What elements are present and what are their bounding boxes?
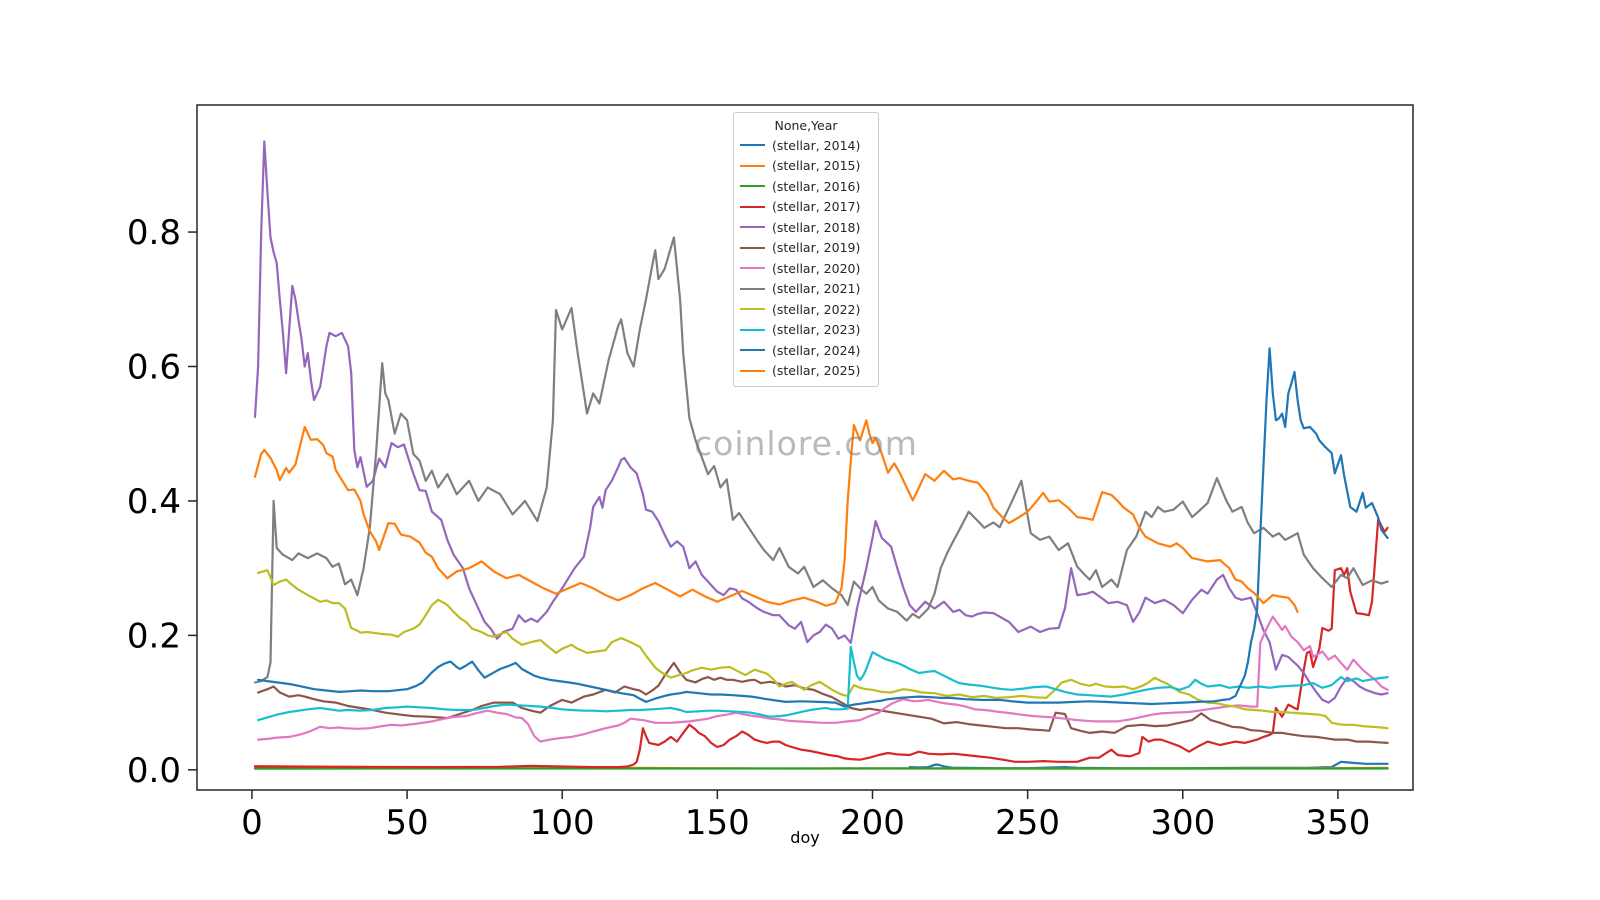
series-line-2025 bbox=[253, 419, 1299, 614]
legend-item-label: (stellar, 2019) bbox=[772, 240, 861, 256]
legend-item: (stellar, 2014) bbox=[740, 135, 872, 156]
legend-item: (stellar, 2020) bbox=[740, 258, 872, 279]
watermark: coinlore.com bbox=[694, 424, 918, 463]
legend-swatch-line bbox=[740, 308, 765, 311]
y-tick-label: 0.8 bbox=[127, 213, 181, 253]
legend-item: (stellar, 2015) bbox=[740, 156, 872, 177]
x-tick-label: 200 bbox=[840, 803, 905, 843]
series-line-2020 bbox=[257, 615, 1389, 743]
y-tick-label: 0.6 bbox=[127, 347, 181, 387]
legend-item-label: (stellar, 2022) bbox=[772, 301, 861, 317]
legend-swatch-line bbox=[740, 267, 765, 270]
legend-item-label: (stellar, 2015) bbox=[772, 158, 861, 174]
series-group bbox=[253, 140, 1389, 770]
y-tick-label: 0.2 bbox=[127, 616, 181, 656]
legend-item: (stellar, 2022) bbox=[740, 299, 872, 320]
legend-swatch-line bbox=[740, 349, 765, 352]
legend-item: (stellar, 2016) bbox=[740, 176, 872, 197]
legend-swatch-line bbox=[740, 287, 765, 290]
x-tick-label: 50 bbox=[385, 803, 428, 843]
series-line-2019 bbox=[257, 661, 1389, 745]
x-axis-label: doy bbox=[790, 828, 819, 847]
legend-item-label: (stellar, 2014) bbox=[772, 137, 861, 153]
legend-item: (stellar, 2018) bbox=[740, 217, 872, 238]
x-tick-label: 250 bbox=[995, 803, 1060, 843]
legend-swatch-line bbox=[740, 164, 765, 167]
legend-swatch-line bbox=[740, 328, 765, 331]
x-axis: 0 50 100 150 200 250 300 350 bbox=[241, 790, 1370, 843]
legend-item: (stellar, 2017) bbox=[740, 197, 872, 218]
legend-swatch-line bbox=[740, 226, 765, 229]
legend-swatch-line bbox=[740, 246, 765, 249]
series-line-2018 bbox=[253, 140, 1389, 704]
legend-swatch-line bbox=[740, 144, 765, 147]
legend-swatch-line bbox=[740, 185, 765, 188]
plot-frame bbox=[196, 104, 1414, 791]
legend-item-label: (stellar, 2018) bbox=[772, 219, 861, 235]
x-tick-label: 100 bbox=[530, 803, 595, 843]
x-tick-label: 300 bbox=[1150, 803, 1215, 843]
legend-item-label: (stellar, 2020) bbox=[772, 260, 861, 276]
legend-item: (stellar, 2024) bbox=[740, 340, 872, 361]
legend-item-label: (stellar, 2017) bbox=[772, 199, 861, 215]
legend-item-label: (stellar, 2023) bbox=[772, 322, 861, 338]
series-line-2021 bbox=[253, 236, 1389, 684]
legend-item: (stellar, 2023) bbox=[740, 320, 872, 341]
legend-item: (stellar, 2019) bbox=[740, 238, 872, 259]
legend-item-label: (stellar, 2025) bbox=[772, 363, 861, 379]
y-axis: 0.0 0.2 0.4 0.6 0.8 bbox=[127, 213, 197, 791]
legend-title: None,Year bbox=[774, 118, 838, 133]
legend-swatch-line bbox=[740, 369, 765, 372]
series-line-2017 bbox=[253, 517, 1389, 769]
x-tick-label: 0 bbox=[241, 803, 263, 843]
y-tick-label: 0.4 bbox=[127, 482, 181, 522]
y-tick-label: 0.0 bbox=[127, 751, 181, 791]
legend-item-label: (stellar, 2024) bbox=[772, 342, 861, 358]
legend-item: (stellar, 2025) bbox=[740, 361, 872, 382]
legend-item: (stellar, 2021) bbox=[740, 279, 872, 300]
legend-swatch-line bbox=[740, 205, 765, 208]
x-tick-label: 150 bbox=[685, 803, 750, 843]
series-line-2022 bbox=[257, 569, 1389, 730]
legend: None,Year (stellar, 2014) (stellar, 2015)… bbox=[733, 112, 879, 387]
x-tick-label: 350 bbox=[1305, 803, 1370, 843]
legend-item-label: (stellar, 2021) bbox=[772, 281, 861, 297]
legend-item-label: (stellar, 2016) bbox=[772, 178, 861, 194]
series-line-2023 bbox=[257, 645, 1389, 722]
series-line-2024 bbox=[257, 347, 1389, 708]
